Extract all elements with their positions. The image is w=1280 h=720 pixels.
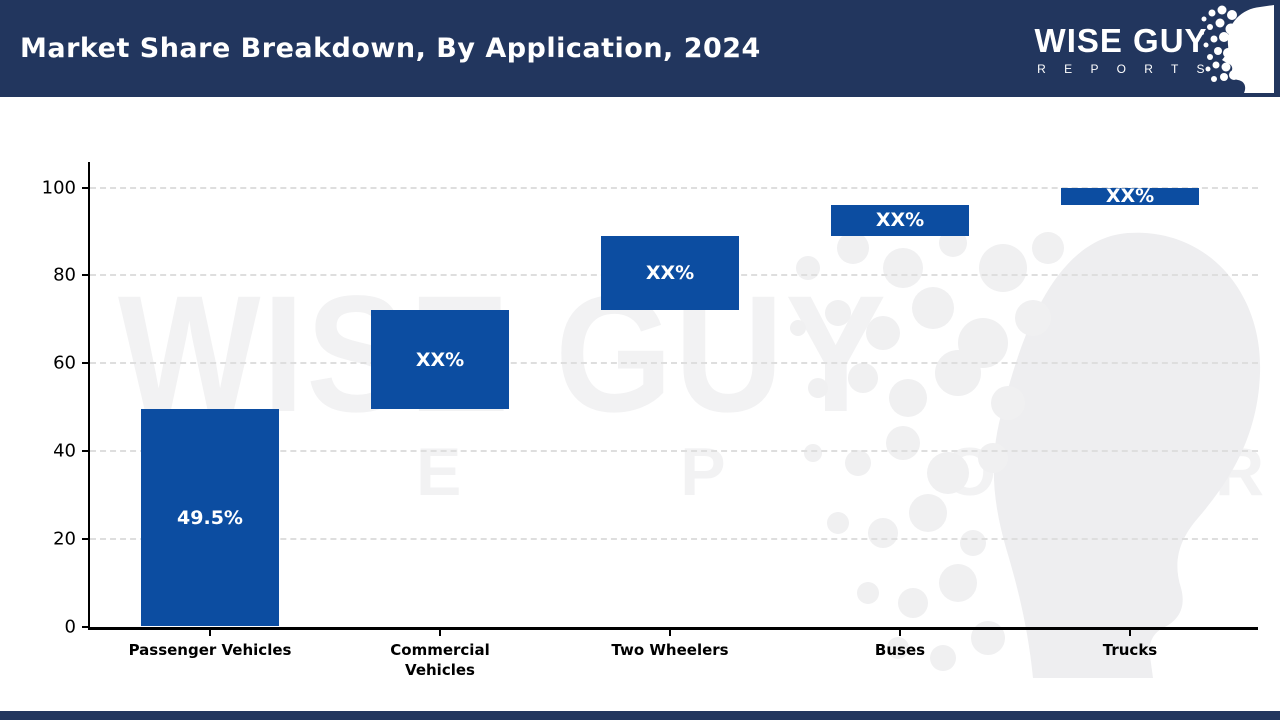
y-tick-80 bbox=[82, 274, 90, 277]
x-tick bbox=[1129, 629, 1131, 636]
bar-value-label: XX% bbox=[645, 262, 695, 285]
bar-segment: XX% bbox=[831, 205, 969, 236]
gridline-20 bbox=[90, 537, 1258, 540]
header-bar: Market Share Breakdown, By Application, … bbox=[0, 0, 1280, 97]
bar-segment: XX% bbox=[371, 310, 509, 410]
y-tick-label: 80 bbox=[53, 264, 76, 286]
x-category-label: Buses bbox=[874, 641, 926, 659]
y-tick-label: 100 bbox=[41, 177, 76, 198]
watermark-face-dots bbox=[790, 229, 1261, 678]
x-category-label: Two Wheelers bbox=[611, 641, 729, 659]
gridline-60 bbox=[90, 362, 1258, 365]
bar-segment: XX% bbox=[601, 235, 739, 311]
bar-segment: XX% bbox=[1061, 185, 1199, 208]
y-tick-0 bbox=[82, 625, 90, 628]
y-tick-100 bbox=[82, 186, 90, 189]
y-axis-line bbox=[88, 162, 90, 630]
gridline-40 bbox=[90, 449, 1258, 452]
x-category-label: Trucks bbox=[1102, 641, 1158, 659]
x-tick bbox=[899, 629, 901, 636]
x-axis-line bbox=[88, 626, 1258, 630]
y-tick-20 bbox=[82, 537, 90, 540]
bar-value-label: 49.5% bbox=[177, 506, 243, 529]
bar-value-label: XX% bbox=[415, 348, 465, 371]
y-tick-label: 0 bbox=[64, 616, 76, 637]
y-tick-label: 40 bbox=[53, 440, 76, 462]
x-tick bbox=[209, 629, 211, 636]
bar-value-label: XX% bbox=[1105, 185, 1155, 208]
y-tick-label: 60 bbox=[53, 352, 76, 374]
logo-name: WISE GUY bbox=[1034, 22, 1208, 59]
x-category-label: Commercial Vehicles bbox=[390, 641, 490, 679]
logo-subtitle: R E P O R T S bbox=[1037, 62, 1212, 76]
y-tick-60 bbox=[82, 362, 90, 365]
footer-bar bbox=[0, 711, 1280, 720]
bar-segment: 49.5% bbox=[141, 409, 279, 627]
gridline-100 bbox=[90, 186, 1258, 189]
x-tick bbox=[439, 629, 441, 636]
x-category-label: Passenger Vehicles bbox=[128, 641, 292, 659]
logo-face-icon bbox=[1200, 5, 1274, 93]
bar-value-label: XX% bbox=[875, 209, 925, 232]
wise-guy-logo: WISE GUY R E P O R T S bbox=[1030, 4, 1274, 94]
y-tick-label: 20 bbox=[53, 528, 76, 550]
chart-title: Market Share Breakdown, By Application, … bbox=[20, 33, 761, 64]
x-tick bbox=[669, 629, 671, 636]
logo-text: WISE GUY R E P O R T S bbox=[1030, 22, 1212, 76]
y-tick-40 bbox=[82, 449, 90, 452]
